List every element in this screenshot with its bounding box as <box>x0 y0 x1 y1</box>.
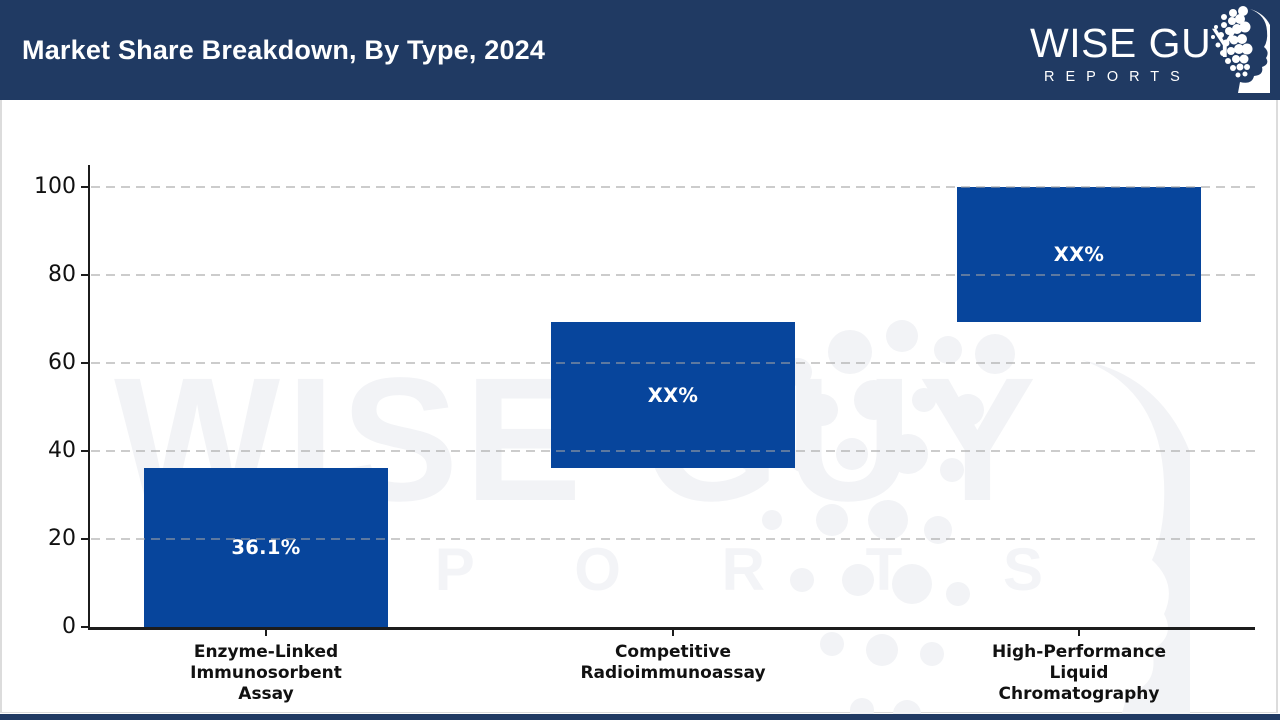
x-category-label: Enzyme-Linked Immunosorbent Assay <box>76 642 456 705</box>
bar-segment: XX% <box>957 187 1201 323</box>
logo-wordmark: WISE GUY <box>1030 20 1239 66</box>
x-category-label-line: Radioimmunoassay <box>580 663 766 683</box>
bar-value-label: XX% <box>1053 243 1105 267</box>
footer-strip <box>0 714 1280 720</box>
x-category-label-line: Assay <box>238 684 294 704</box>
bar-segment: XX% <box>551 322 795 469</box>
gridline <box>91 186 1255 188</box>
gridline <box>91 274 1255 276</box>
x-axis-tick <box>672 630 674 636</box>
x-category-label: Competitive Radioimmunoassay <box>483 642 863 684</box>
x-category-label-line: Immunosorbent <box>190 663 342 683</box>
page-title: Market Share Breakdown, By Type, 2024 <box>22 34 546 65</box>
y-tick-label: 40 <box>48 438 76 463</box>
bar-segment: 36.1% <box>144 468 388 627</box>
y-axis-tick <box>81 538 90 540</box>
y-axis-tick <box>81 274 90 276</box>
y-tick-label: 60 <box>48 350 76 375</box>
y-tick-label: 80 <box>48 262 76 287</box>
x-axis-tick <box>265 630 267 636</box>
y-axis-tick <box>81 362 90 364</box>
y-axis-line <box>88 165 90 630</box>
logo-graphic: WISE GUY REPORTS <box>1030 6 1270 93</box>
x-category-label-line: Enzyme-Linked <box>193 642 339 662</box>
x-category-label-line: High-Performance <box>991 642 1167 662</box>
logo-face-icon <box>1211 6 1270 93</box>
x-category-label-line: Liquid <box>1049 663 1109 683</box>
y-axis-tick <box>81 186 90 188</box>
x-axis-tick <box>1078 630 1080 636</box>
y-tick-label: 0 <box>62 614 76 639</box>
logo-subtext: REPORTS <box>1044 69 1191 85</box>
chart-area: WISE GUY R E P O R T S <box>0 100 1278 720</box>
gridline <box>91 362 1255 364</box>
x-category-label-line: Competitive <box>614 642 732 662</box>
y-tick-label: 100 <box>34 174 76 199</box>
x-category-label-line: Chromatography <box>998 684 1160 704</box>
x-axis-line <box>88 627 1255 630</box>
bar-value-label: 36.1% <box>231 536 301 560</box>
bar-value-label: XX% <box>647 383 699 407</box>
y-axis-tick <box>81 626 90 628</box>
brand-logo: WISE GUY REPORTS <box>1028 5 1272 93</box>
gridline <box>91 538 1255 540</box>
y-tick-label: 20 <box>48 526 76 551</box>
gridline <box>91 450 1255 452</box>
x-category-label: High-Performance Liquid Chromatography <box>889 642 1269 705</box>
header: Market Share Breakdown, By Type, 2024 WI… <box>0 0 1280 100</box>
y-axis-tick <box>81 450 90 452</box>
